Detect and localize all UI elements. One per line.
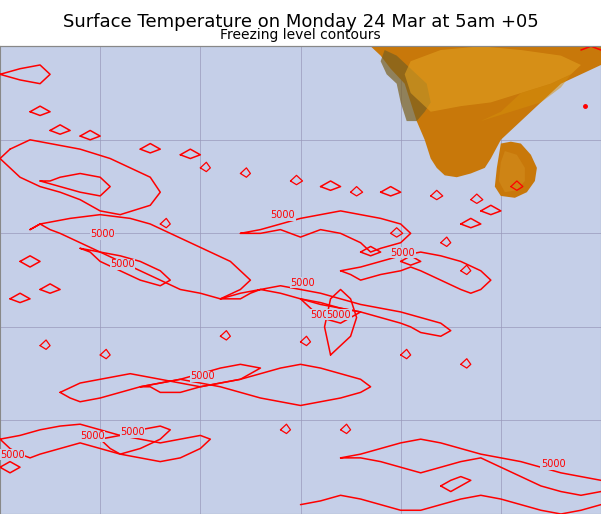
Text: 5000: 5000 — [0, 450, 25, 460]
Text: 5000: 5000 — [541, 459, 566, 469]
Text: 5000: 5000 — [120, 428, 145, 437]
Polygon shape — [481, 75, 571, 121]
Text: Surface Temperature on Monday 24 Mar at 5am +05: Surface Temperature on Monday 24 Mar at … — [63, 13, 538, 31]
Text: 5000: 5000 — [391, 248, 415, 258]
Polygon shape — [371, 46, 601, 177]
Text: 5000: 5000 — [326, 309, 351, 320]
Polygon shape — [499, 151, 525, 192]
Polygon shape — [380, 50, 431, 121]
Polygon shape — [495, 142, 537, 198]
Text: 5000: 5000 — [290, 278, 315, 288]
Text: 5000: 5000 — [311, 309, 335, 320]
Text: 5000: 5000 — [90, 229, 115, 239]
Polygon shape — [404, 46, 581, 112]
Text: 5000: 5000 — [191, 371, 215, 381]
Text: 5000: 5000 — [270, 210, 295, 221]
Text: 5000: 5000 — [110, 259, 135, 269]
Text: 5000: 5000 — [80, 431, 105, 441]
Text: Freezing level contours: Freezing level contours — [220, 28, 381, 42]
